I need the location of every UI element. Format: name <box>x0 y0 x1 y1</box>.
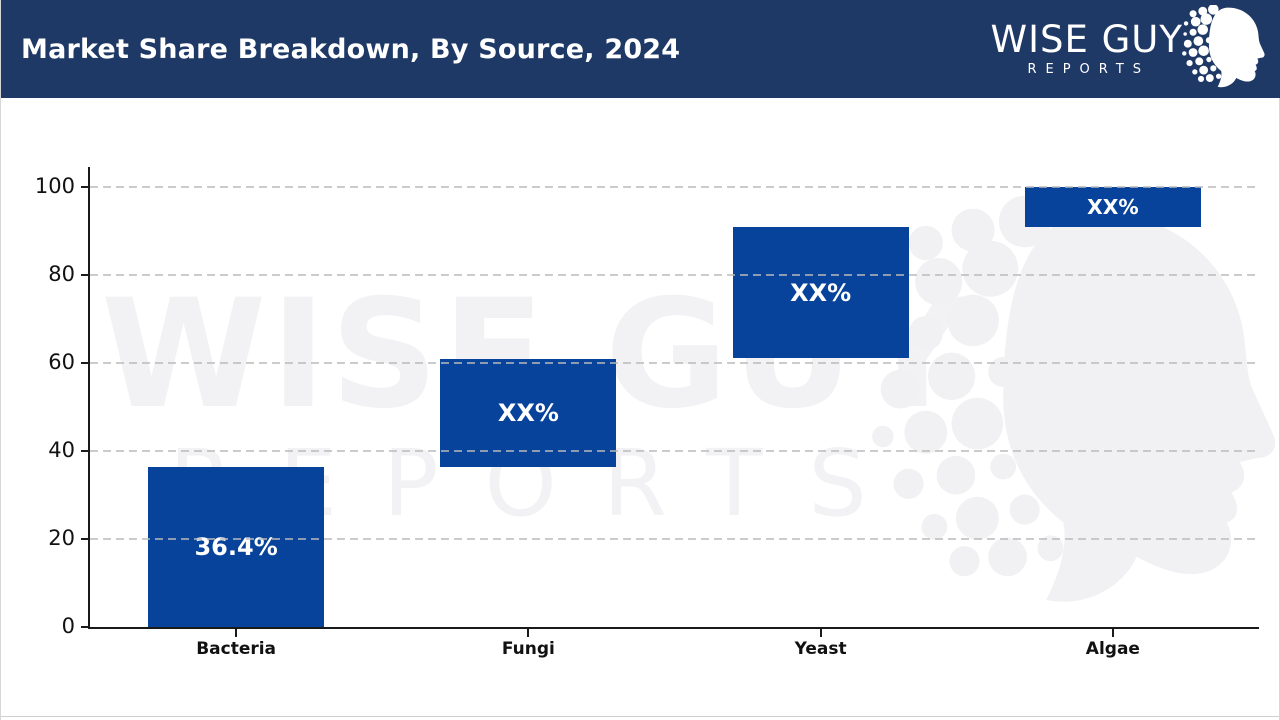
gridline-100 <box>90 185 1259 188</box>
wise-guy-reports-logo: WISE GUY REPORTS <box>991 5 1267 93</box>
y-tick-mark <box>81 273 89 276</box>
logo-subtitle: REPORTS <box>1027 61 1151 77</box>
y-tick-label: 0 <box>61 614 75 638</box>
logo-wordmark: WISE GUY <box>990 18 1183 62</box>
x-axis-line <box>88 627 1259 629</box>
x-category-label-yeast: Yeast <box>794 639 847 659</box>
y-tick-label: 80 <box>48 261 75 286</box>
bar-yeast: XX% <box>732 227 909 359</box>
y-tick-mark <box>81 185 89 188</box>
bar-value-label: XX% <box>497 398 559 427</box>
watermark-head-icon <box>872 195 1276 602</box>
x-category-label-algae: Algae <box>1085 639 1140 659</box>
bar-value-label: XX% <box>1087 195 1139 220</box>
gridline-40 <box>90 449 1259 452</box>
y-tick-label: 100 <box>34 173 75 198</box>
gridline-80 <box>90 273 1259 276</box>
bar-value-label: XX% <box>790 278 852 307</box>
y-tick-label: 40 <box>48 437 75 462</box>
bar-bacteria: 36.4% <box>148 466 325 627</box>
x-tick-mark <box>819 629 822 637</box>
x-category-label-fungi: Fungi <box>501 639 555 659</box>
bar-fungi: XX% <box>440 358 617 467</box>
y-tick-mark <box>81 626 89 628</box>
y-tick-mark <box>81 537 89 540</box>
x-tick-mark <box>527 629 530 637</box>
x-category-label-bacteria: Bacteria <box>196 639 277 659</box>
bar-value-label: 36.4% <box>194 532 278 561</box>
page-title: Market Share Breakdown, By Source, 2024 <box>21 33 681 65</box>
dotted-head-icon <box>1182 5 1265 88</box>
y-axis-line <box>88 167 90 629</box>
header-bar: Market Share Breakdown, By Source, 2024 … <box>1 0 1280 98</box>
y-tick-mark <box>81 449 89 452</box>
bar-algae: XX% <box>1024 186 1201 228</box>
y-tick-label: 20 <box>48 525 75 550</box>
gridline-60 <box>90 361 1259 364</box>
x-tick-mark <box>1111 629 1114 637</box>
y-tick-label: 60 <box>48 349 75 374</box>
logo-text: WISE GUY REPORTS <box>990 18 1183 77</box>
x-tick-mark <box>235 629 238 637</box>
plot-area: 36.4% XX% XX% XX% <box>90 167 1259 627</box>
y-tick-mark <box>81 361 89 364</box>
gridline-20 <box>90 537 1259 540</box>
